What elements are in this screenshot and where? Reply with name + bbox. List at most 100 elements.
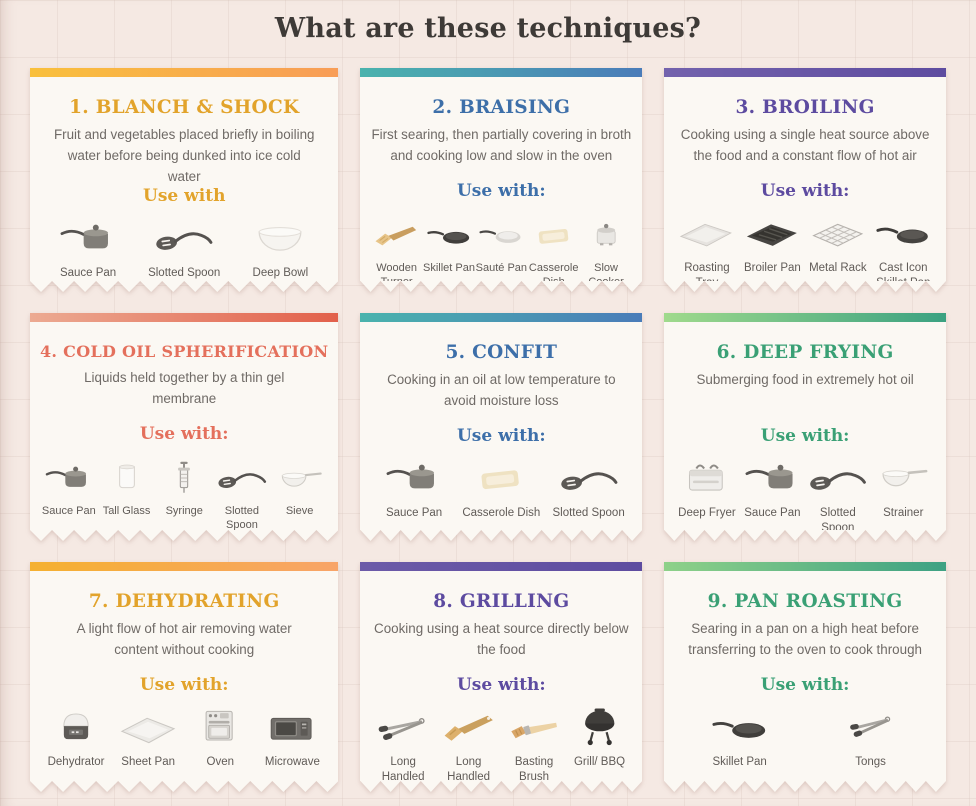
- card-description: Liquids held together by a thin gel memb…: [84, 370, 285, 406]
- tool-item: Deep Fryer: [674, 458, 739, 530]
- tool-label: Slow Cooker: [588, 262, 623, 281]
- use-with-label: Use with:: [760, 675, 850, 695]
- zigzag-edge: [30, 530, 339, 541]
- deep-bowl-icon: [232, 218, 328, 258]
- card-title: 7. DEHYDRATING: [88, 591, 280, 612]
- card-title: 6. DEEP FRYING: [716, 342, 894, 363]
- tall-glass-icon: [98, 456, 156, 496]
- tools-row: Wooden Turner Skillet Pan Sauté Pan Cass…: [370, 213, 632, 281]
- slotted-spoon-icon: [136, 218, 232, 258]
- tool-label: Sauce Pan: [385, 507, 443, 519]
- card-top-bar: [30, 313, 339, 322]
- tool-label: Slotted Spoon: [148, 267, 221, 280]
- sheet-pan-icon: [112, 707, 184, 747]
- tools-row: Sauce Pan Tall Glass Syringe Slotted Spo…: [40, 456, 328, 530]
- slotted-spoon-icon: [805, 458, 870, 498]
- tools-row: Roasting Tray Broiler Pan Metal Rack Cas…: [674, 213, 936, 281]
- zigzag-edge: [360, 281, 643, 292]
- tools-row: Sauce Pan Casserole Dish Slotted Spoon: [370, 458, 632, 521]
- saute-pan-icon: [475, 213, 527, 253]
- wooden-turner-icon: [370, 213, 422, 253]
- grill-bbq-icon: [567, 707, 632, 747]
- metal-rack-icon: [805, 213, 870, 253]
- skillet-pan-icon: [674, 707, 805, 747]
- use-with-label: Use with:: [760, 426, 850, 446]
- card-title: 8. GRILLING: [433, 591, 570, 612]
- sauce-pan-icon: [40, 456, 98, 496]
- tool-label: Sheet Pan: [121, 756, 176, 768]
- techniques-grid: 1. BLANCH & SHOCK Fruit and vegetables p…: [30, 68, 946, 792]
- zigzag-edge: [664, 281, 946, 292]
- tool-item: Sauté Pan: [475, 213, 527, 281]
- technique-card: 3. BROILING Cooking using a single heat …: [664, 68, 946, 292]
- tool-label: Basting Brush: [514, 756, 554, 781]
- tool-label: Syringe: [165, 505, 203, 517]
- tool-label: Broiler Pan: [743, 262, 801, 274]
- tool-label: Long Handled Spatula: [447, 756, 491, 781]
- tools-row: Long Handled Tongs Long Handled Spatula …: [370, 707, 632, 781]
- zigzag-edge: [360, 781, 643, 792]
- basting-brush-icon: [501, 707, 566, 747]
- technique-card: 6. DEEP FRYING Submerging food in extrem…: [664, 313, 946, 541]
- card-description: Searing in a pan on a high heat before t…: [688, 621, 922, 657]
- sauce-pan-icon: [370, 458, 457, 498]
- tools-row: Deep Fryer Sauce Pan Slotted Spoon Strai…: [674, 458, 936, 530]
- technique-card: 8. GRILLING Cooking using a heat source …: [360, 562, 643, 792]
- card-description: Submerging food in extremely hot oil: [696, 372, 914, 387]
- tool-label: Tongs: [855, 756, 886, 768]
- card-description: A light flow of hot air removing water c…: [76, 621, 292, 657]
- use-with-label: Use with:: [456, 426, 546, 446]
- tool-item: Sauce Pan: [370, 458, 457, 521]
- tool-label: Cast Icon Skillet Pan: [876, 262, 930, 281]
- long-handled-spatula-icon: [436, 707, 501, 747]
- tongs-icon: [805, 707, 936, 747]
- tool-item: Skillet Pan: [674, 707, 805, 770]
- slotted-spoon-icon: [545, 458, 632, 498]
- tool-item: Casserole Dish: [528, 213, 580, 281]
- tool-label: Roasting Tray: [684, 262, 730, 281]
- tool-label: Deep Fryer: [678, 507, 736, 519]
- skillet-pan-icon: [423, 213, 475, 253]
- tool-item: Strainer: [871, 458, 936, 530]
- tool-item: Sauce Pan: [40, 456, 98, 530]
- card-top-bar: [664, 68, 946, 77]
- roasting-tray-icon: [674, 213, 739, 253]
- tool-item: Cast Icon Skillet Pan: [871, 213, 936, 281]
- card-top-bar: [30, 68, 339, 77]
- tool-item: Slotted Spoon: [213, 456, 271, 530]
- tool-item: Metal Rack: [805, 213, 870, 281]
- card-title: 9. PAN ROASTING: [707, 591, 903, 612]
- tool-item: Microwave: [256, 707, 328, 770]
- tool-item: Grill/ BBQ: [567, 707, 632, 781]
- tool-label: Microwave: [264, 756, 320, 768]
- tool-item: Casserole Dish: [458, 458, 545, 521]
- tool-item: Sheet Pan: [112, 707, 184, 770]
- page-title: What are these techniques?: [274, 13, 702, 44]
- tool-label: Slotted Spoon: [819, 507, 856, 530]
- card-top-bar: [360, 68, 643, 77]
- tool-item: Oven: [184, 707, 256, 770]
- use-with-label: Use with:: [760, 181, 850, 201]
- tool-item: Deep Bowl: [232, 218, 328, 281]
- tools-row: Skillet Pan Tongs: [674, 707, 936, 770]
- tool-item: Slow Cooker: [580, 213, 632, 281]
- tool-label: Skillet Pan: [422, 262, 475, 274]
- zigzag-edge: [360, 530, 643, 541]
- tool-item: Roasting Tray: [674, 213, 739, 281]
- sauce-pan-icon: [740, 458, 805, 498]
- slow-cooker-icon: [580, 213, 632, 253]
- tools-row: Dehydrator Sheet Pan Oven Microwave: [40, 707, 328, 770]
- tool-label: Tall Glass: [102, 505, 151, 517]
- card-top-bar: [664, 313, 946, 322]
- tool-item: Slotted Spoon: [136, 218, 232, 281]
- tool-label: Sauce Pan: [41, 505, 96, 517]
- tool-item: Syringe: [155, 456, 213, 530]
- card-description: Cooking using a single heat source above…: [680, 127, 930, 163]
- slotted-spoon-icon: [213, 456, 271, 496]
- syringe-icon: [155, 456, 213, 496]
- technique-card: 9. PAN ROASTING Searing in a pan on a hi…: [664, 562, 946, 792]
- use-with-label: Use with:: [139, 675, 229, 695]
- casserole-dish-icon: [458, 458, 545, 498]
- card-title: 5. CONFIT: [445, 342, 558, 363]
- dehydrator-icon: [40, 707, 112, 747]
